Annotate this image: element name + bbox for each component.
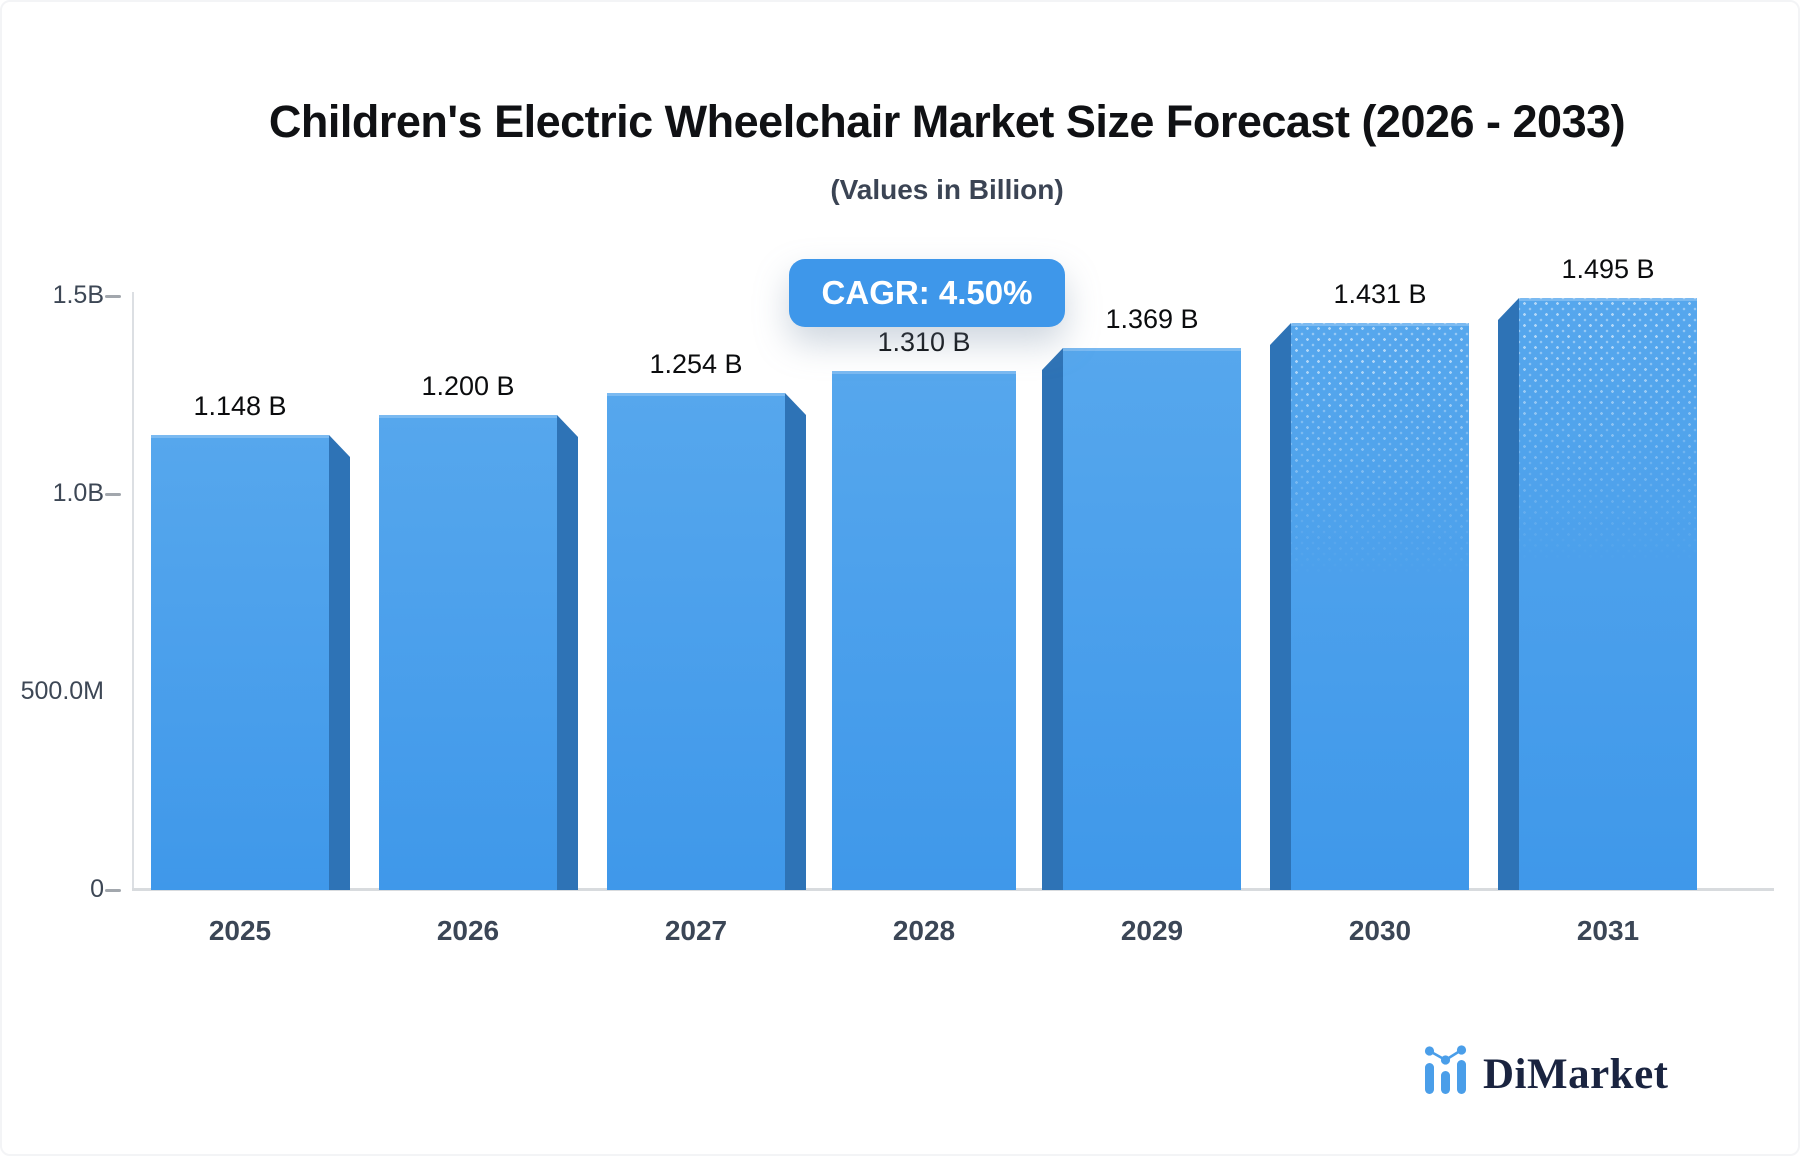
bar-chart-logo-icon [1423,1044,1469,1099]
bar-value-label: 1.369 B [1105,304,1199,334]
bar-value-label: 1.431 B [1333,279,1427,309]
bar-2030[interactable] [1291,323,1469,890]
bar-value-label: 1.310 B [877,327,971,357]
bar-value-label: 1.495 B [1561,254,1655,284]
brand-logo[interactable]: DiMarket [1423,1044,1669,1099]
x-axis-tick-label: 2026 [436,915,500,946]
chart-header: Children's Electric Wheelchair Market Si… [122,96,1772,206]
bar-2028[interactable] [832,371,1016,890]
bar-side-face [557,415,578,890]
bar-2027[interactable] [607,393,785,890]
bar-side-face [329,435,350,890]
bar-2029[interactable] [1063,348,1241,890]
brand-logo-text: DiMarket [1483,1051,1669,1098]
bar-halftone-texture [1291,323,1469,579]
bar-value-label: 1.254 B [649,349,743,379]
bar-2025[interactable] [151,435,329,890]
y-axis-tick-mark [105,889,121,892]
bar-2026[interactable] [379,415,557,890]
y-axis-tick-label: 1.0B [52,479,104,507]
x-axis-tick-label: 2029 [1120,915,1184,946]
y-axis-tick-label: 1.5B [52,281,104,309]
bar-side-face [785,393,806,890]
chart-subtitle: (Values in Billion) [830,174,1064,205]
x-axis-tick-label: 2027 [664,915,728,946]
y-axis-tick-label: 500.0M [20,677,104,705]
bar-halftone-texture [1519,298,1697,565]
bar-value-label: 1.148 B [193,391,287,421]
chart-title: Children's Electric Wheelchair Market Si… [268,96,1626,147]
y-axis-tick-label: 0 [90,875,104,903]
bar-side-face [1042,348,1063,890]
y-axis-line [132,292,134,890]
bar-2031[interactable] [1519,298,1697,890]
y-axis-tick-mark [105,493,121,496]
cagr-badge: CAGR: 4.50% [789,259,1065,327]
bar-side-face [1498,298,1519,890]
x-axis-tick-label: 2031 [1576,915,1640,946]
x-axis-tick-label: 2030 [1348,915,1412,946]
y-axis-tick-mark [105,295,121,298]
bar-side-face [1270,323,1291,890]
x-axis-tick-label: 2025 [208,915,272,946]
x-axis-tick-label: 2028 [892,915,956,946]
bar-value-label: 1.200 B [421,371,515,401]
